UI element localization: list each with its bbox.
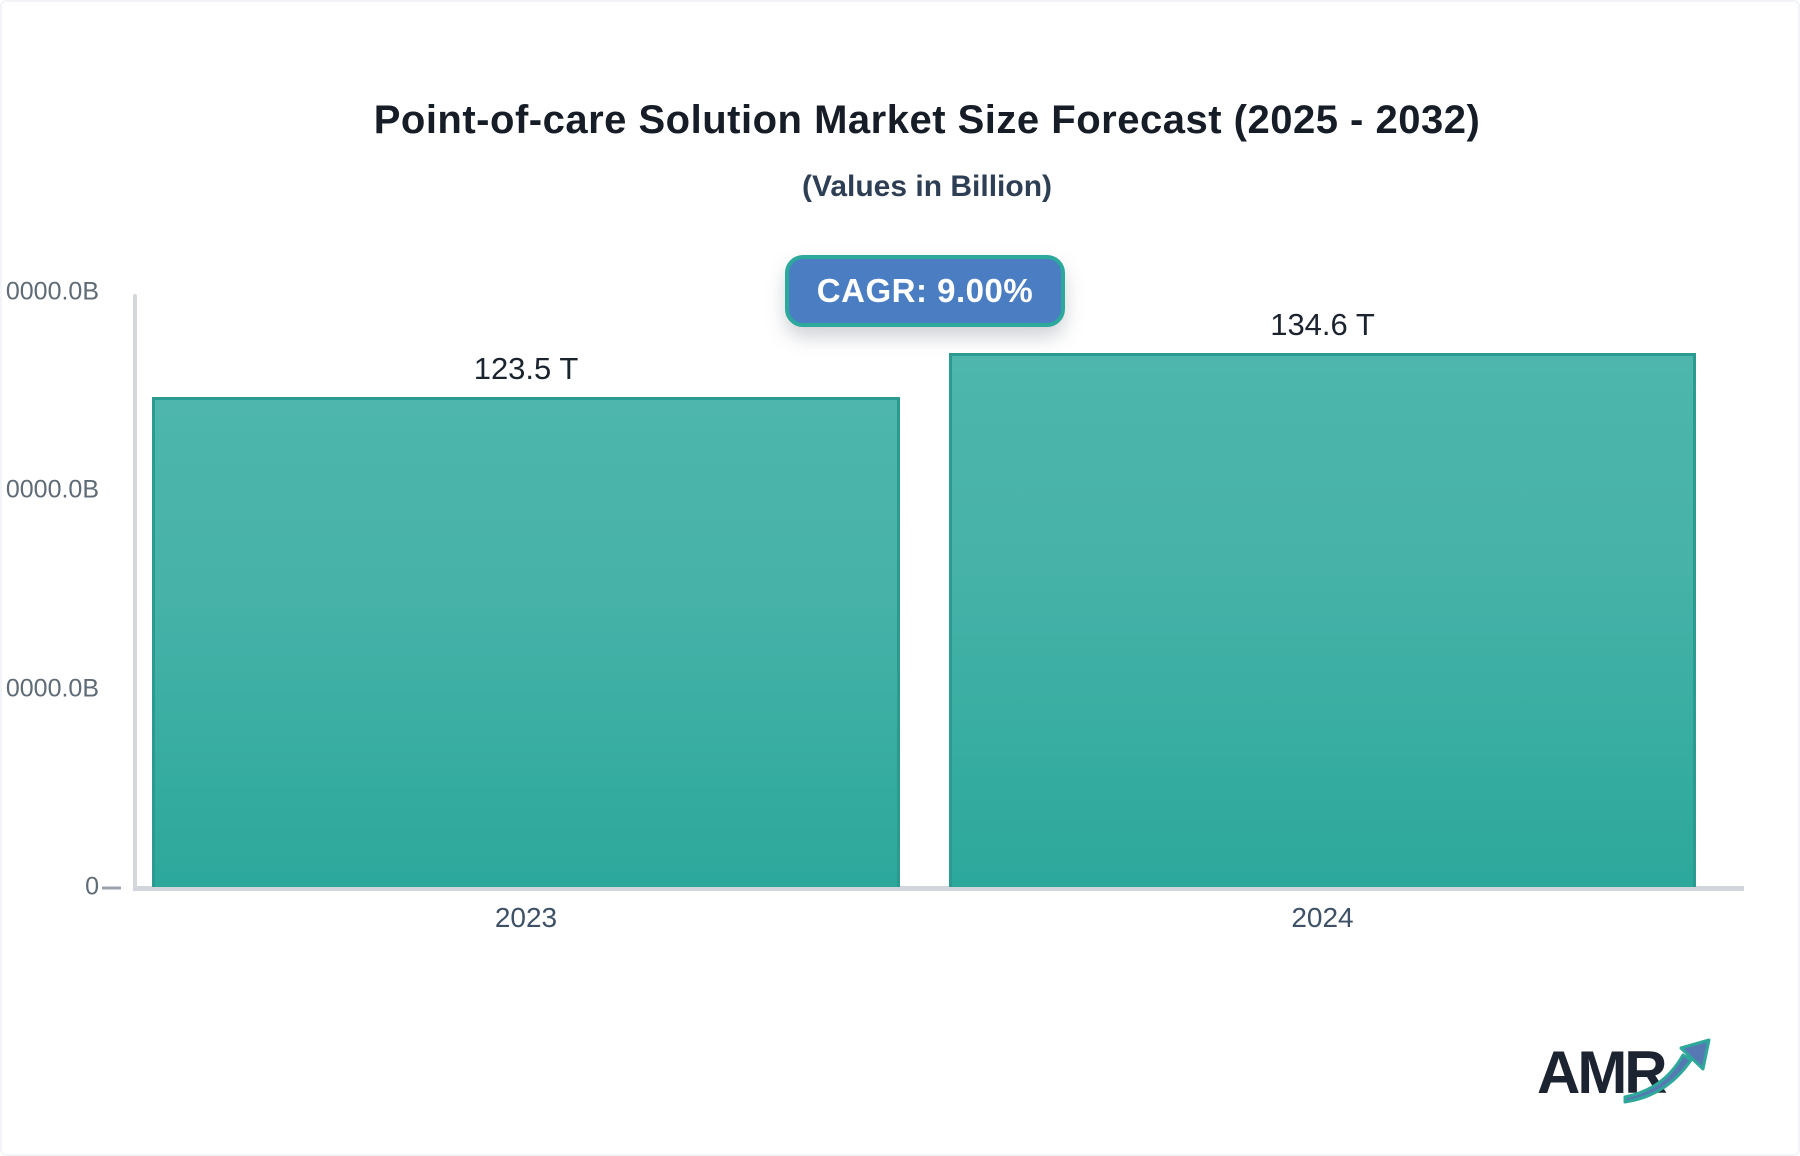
bar-2024 bbox=[949, 353, 1696, 887]
y-axis-line bbox=[133, 294, 137, 888]
x-category-label: 2023 bbox=[494, 902, 558, 933]
y-tick-label: 0000.0B bbox=[5, 475, 99, 504]
amr-logo: AMR bbox=[1537, 1038, 1712, 1118]
bar-slot-2023: 123.5 T bbox=[152, 292, 900, 887]
chart-title: Point-of-care Solution Market Size Forec… bbox=[373, 98, 1481, 142]
x-category-label: 2024 bbox=[1291, 902, 1354, 933]
bar-value-label: 123.5 T bbox=[473, 351, 579, 386]
y-tick-label: 0000.0B bbox=[5, 277, 99, 306]
bar-2023 bbox=[152, 397, 900, 887]
cagr-badge: CAGR: 9.00% bbox=[785, 255, 1065, 327]
y-tick-label: 0 bbox=[85, 872, 99, 901]
y-tick-dash bbox=[102, 886, 121, 890]
trending-up-arrow-icon bbox=[1623, 1038, 1711, 1104]
bar-slot-2024: 134.6 T bbox=[949, 292, 1696, 887]
chart-subtitle: (Values in Billion) bbox=[801, 170, 1053, 203]
bar-value-label: 134.6 T bbox=[1270, 307, 1375, 342]
x-axis-line bbox=[133, 886, 1744, 891]
cagr-badge-label: CAGR: 9.00% bbox=[816, 272, 1034, 309]
y-tick-label: 0000.0B bbox=[5, 674, 99, 703]
